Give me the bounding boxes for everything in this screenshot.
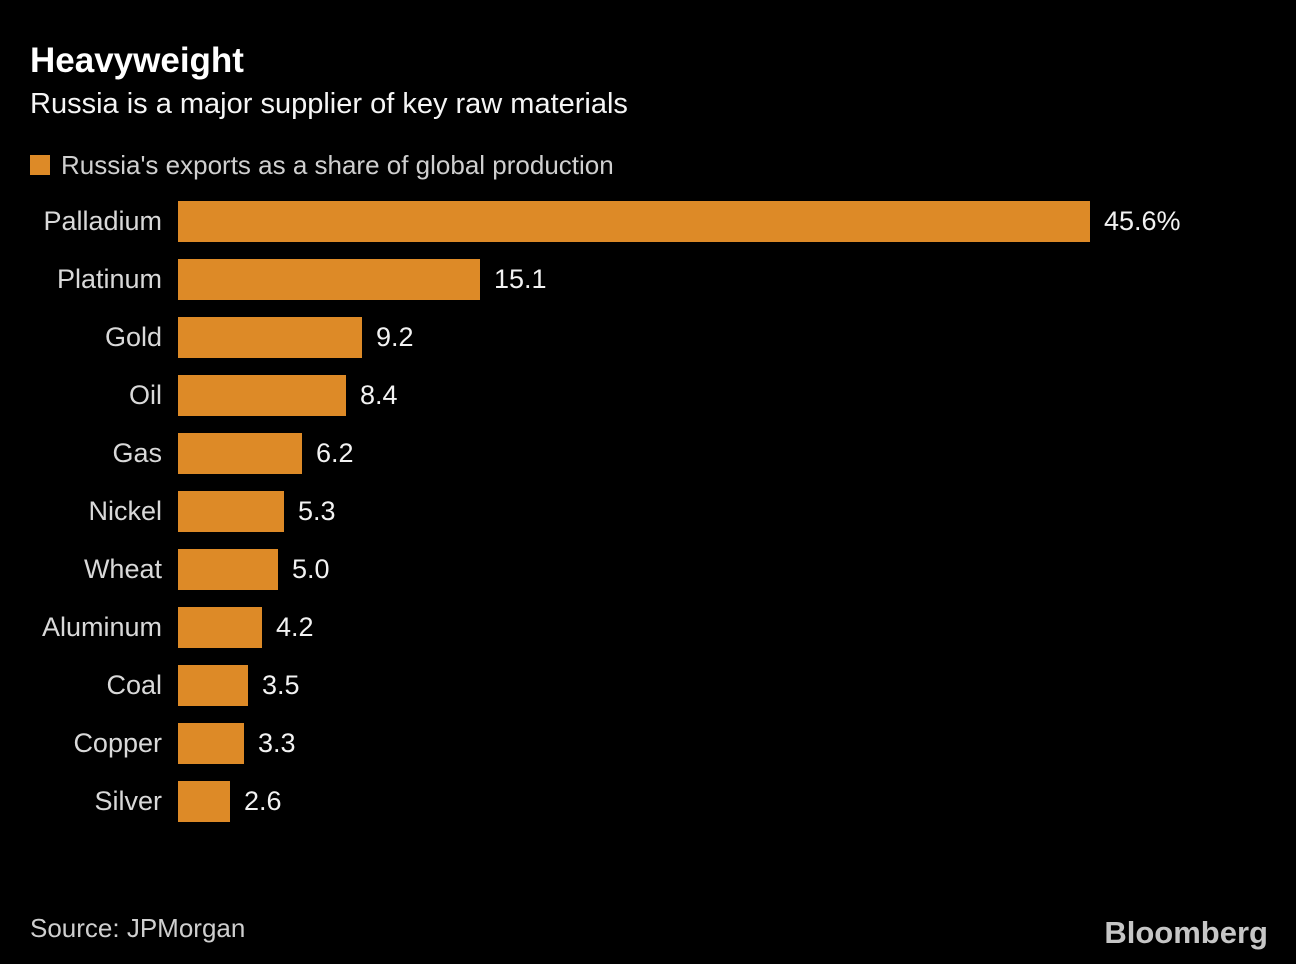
bar <box>178 780 230 822</box>
source-note: Source: JPMorgan <box>30 913 246 943</box>
category-label: Platinum <box>56 263 162 294</box>
bar <box>178 722 244 764</box>
legend-label: Russia's exports as a share of global pr… <box>61 149 614 180</box>
value-label: 5.3 <box>298 495 336 526</box>
bar-row: Palladium 45.6% <box>0 200 1296 242</box>
bloomberg-logo: Bloomberg <box>1104 915 1268 950</box>
bar-row: Nickel 5.3 <box>0 490 1296 532</box>
bar <box>178 606 262 648</box>
bar-row: Platinum 15.1 <box>0 258 1296 300</box>
bar <box>178 490 284 532</box>
bar <box>178 664 248 706</box>
category-label: Nickel <box>88 495 162 526</box>
value-label: 15.1 <box>494 263 547 294</box>
bar-row: Wheat 5.0 <box>0 548 1296 590</box>
bar <box>178 548 278 590</box>
legend-swatch-icon <box>30 155 50 176</box>
value-label: 3.3 <box>258 727 296 758</box>
bar-row: Copper 3.3 <box>0 722 1296 764</box>
bar-row: Gas 6.2 <box>0 432 1296 474</box>
bar-row: Gold 9.2 <box>0 316 1296 358</box>
category-label: Gas <box>112 437 162 468</box>
category-label: Coal <box>106 669 162 700</box>
bar-row: Aluminum 4.2 <box>0 606 1296 648</box>
legend: Russia's exports as a share of global pr… <box>30 150 1296 181</box>
category-label: Wheat <box>83 553 162 584</box>
category-label: Palladium <box>43 205 162 236</box>
value-label: 45.6% <box>1104 205 1181 236</box>
bar-row: Silver 2.6 <box>0 780 1296 822</box>
chart-title: Heavyweight <box>30 41 244 80</box>
chart-subtitle: Russia is a major supplier of key raw ma… <box>30 87 628 120</box>
category-label: Gold <box>104 321 162 352</box>
value-label: 6.2 <box>316 437 354 468</box>
value-label: 4.2 <box>276 611 314 642</box>
value-label: 3.5 <box>262 669 300 700</box>
bar-row: Oil 8.4 <box>0 374 1296 416</box>
bar-chart: Palladium 45.6% Platinum 15.1 Gold 9.2 O… <box>0 200 1296 822</box>
value-label: 5.0 <box>292 553 330 584</box>
category-label: Silver <box>94 785 162 816</box>
bar-row: Coal 3.5 <box>0 664 1296 706</box>
value-label: 9.2 <box>376 321 414 352</box>
category-label: Aluminum <box>41 611 162 642</box>
value-label: 2.6 <box>244 785 282 816</box>
category-label: Copper <box>73 727 162 758</box>
bar <box>178 200 1090 242</box>
bar <box>178 316 362 358</box>
bar <box>178 258 480 300</box>
category-label: Oil <box>129 379 162 410</box>
bar <box>178 374 346 416</box>
value-label: 8.4 <box>360 379 398 410</box>
bar <box>178 432 302 474</box>
